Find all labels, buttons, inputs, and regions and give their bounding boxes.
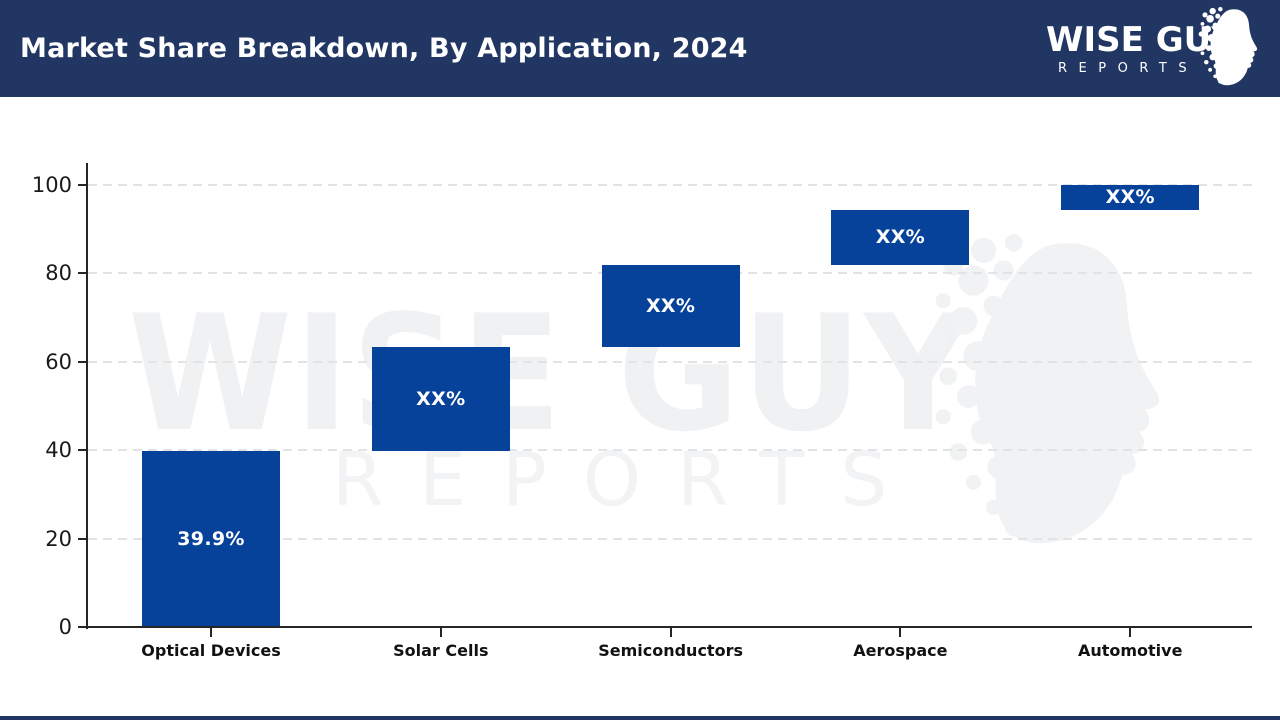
bar-value-label: XX%: [875, 226, 926, 249]
bar-automotive: XX%: [1061, 185, 1200, 210]
x-tick-label: Automotive: [1077, 641, 1183, 660]
bar-value-label: XX%: [1105, 186, 1155, 209]
x-tick-mark: [669, 628, 672, 637]
y-tick-label: 20: [45, 526, 72, 551]
bar-aerospace: XX%: [831, 209, 970, 265]
y-tick-label: 0: [58, 615, 72, 639]
bar-semiconductors: XX%: [601, 264, 740, 348]
y-axis-line: [86, 163, 88, 629]
page-title: Market Share Breakdown, By Application, …: [20, 33, 748, 64]
bar-value-label: 39.9%: [177, 527, 245, 550]
gridline: [88, 184, 1252, 186]
y-tick-mark: [78, 537, 87, 540]
bar-optical-devices: 39.9%: [142, 450, 280, 627]
bar-value-label: XX%: [416, 387, 466, 410]
x-tick-label: Solar Cells: [393, 641, 489, 660]
x-tick-label: Aerospace: [853, 641, 948, 660]
y-tick-mark: [78, 360, 87, 363]
x-tick-mark: [439, 628, 442, 637]
x-tick-label: Optical Devices: [141, 641, 281, 660]
header-bar: Market Share Breakdown, By Application, …: [0, 0, 1280, 97]
gridline: [88, 537, 1252, 540]
bar-solar-cells: XX%: [371, 347, 510, 451]
footer-accent-bar: [0, 716, 1280, 720]
x-tick-mark: [1129, 628, 1132, 637]
watermark-wiseguy: WISE GUY: [128, 280, 974, 467]
y-tick-mark: [78, 184, 87, 186]
x-tick-mark: [899, 628, 902, 637]
y-tick-label: 40: [45, 438, 72, 463]
y-tick-mark: [78, 626, 87, 628]
y-tick-label: 80: [45, 261, 72, 286]
gridline: [88, 360, 1252, 363]
bar-value-label: XX%: [645, 294, 696, 317]
x-tick-label: Semiconductors: [598, 641, 743, 660]
y-tick-mark: [78, 272, 87, 275]
x-tick-mark: [210, 628, 212, 637]
y-tick-label: 60: [45, 349, 72, 374]
watermark-reports: REPORTS: [332, 437, 924, 523]
y-tick-mark: [78, 449, 87, 452]
watermark-head-icon: [928, 233, 1160, 544]
y-tick-label: 100: [31, 173, 72, 197]
logo-reports-text: REPORTS: [1058, 61, 1199, 76]
gridline: [88, 449, 1252, 452]
x-axis-line: [86, 626, 1252, 628]
